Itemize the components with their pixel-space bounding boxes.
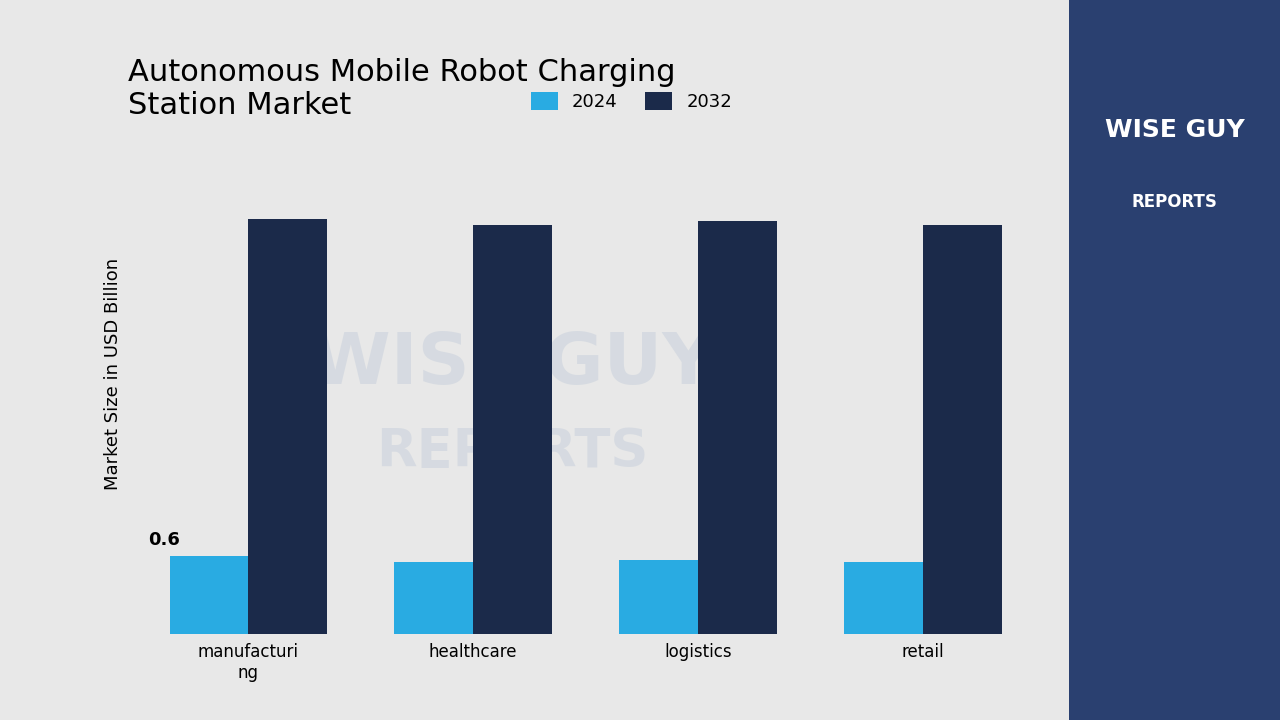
Bar bbox=[698, 222, 777, 634]
Bar bbox=[845, 562, 923, 634]
Legend: 2024, 2032: 2024, 2032 bbox=[521, 83, 741, 120]
Text: Autonomous Mobile Robot Charging
Station Market: Autonomous Mobile Robot Charging Station… bbox=[128, 58, 676, 120]
Text: REPORTS: REPORTS bbox=[1132, 192, 1217, 210]
Text: WISE GUY: WISE GUY bbox=[311, 330, 714, 399]
Bar bbox=[474, 225, 552, 634]
Bar bbox=[923, 225, 1001, 634]
Text: REPORTS: REPORTS bbox=[376, 426, 649, 478]
Bar bbox=[394, 562, 474, 634]
Circle shape bbox=[1006, 0, 1280, 720]
Y-axis label: Market Size in USD Billion: Market Size in USD Billion bbox=[105, 258, 123, 490]
Text: WISE GUY: WISE GUY bbox=[1105, 117, 1244, 142]
Text: 0.6: 0.6 bbox=[148, 531, 180, 549]
Bar bbox=[248, 219, 326, 634]
Bar bbox=[169, 556, 248, 634]
Bar bbox=[620, 559, 698, 634]
